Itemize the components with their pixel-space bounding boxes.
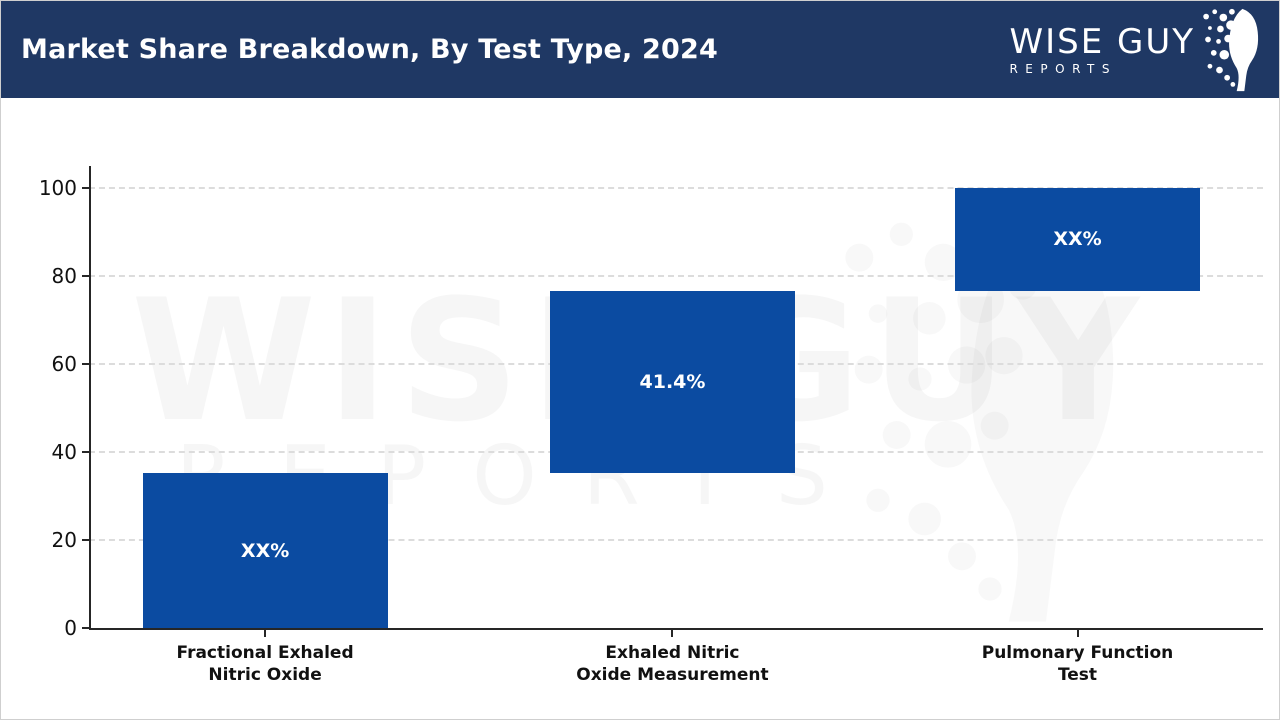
y-axis-tick [82,627,89,629]
bar-value-label: 41.4% [639,371,706,394]
x-axis-tick [1076,630,1079,637]
y-axis-tick-label: 60 [51,352,77,376]
y-axis-line [89,166,91,630]
category-label-line: Fractional Exhaled [176,643,354,663]
logo-wordmark: WISE GUY REPORTS [1009,24,1195,76]
page-title: Market Share Breakdown, By Test Type, 20… [21,34,719,65]
y-axis-tick [82,363,89,365]
y-axis-tick-label: 80 [51,264,77,288]
y-axis-tick-label: 100 [38,176,77,200]
x-axis-line [89,628,1263,630]
y-axis-tick-label: 40 [51,440,77,464]
x-axis-tick [264,630,267,637]
bar-value-label: XX% [1053,228,1102,251]
y-axis-tick [82,451,89,453]
logo-wordmark-line1: WISE GUY [1009,21,1195,62]
y-axis-tick-label: 0 [64,616,77,640]
bar-value-label: XX% [240,539,290,562]
category-label-3: Pulmonary Function Test [938,642,1218,686]
category-label-line: Oxide Measurement [576,665,769,685]
category-label-2: Exhaled Nitric Oxide Measurement [532,642,812,686]
y-axis-tick-label: 20 [51,528,77,552]
wise-guy-reports-logo: WISE GUY REPORTS [1009,7,1261,93]
gridline-y20 [89,539,1263,541]
category-label-line: Nitric Oxide [208,665,322,685]
header: Market Share Breakdown, By Test Type, 20… [1,1,1279,98]
gridline-y80 [89,275,1263,277]
y-axis-tick [82,187,89,189]
category-label-line: Test [1057,665,1098,685]
category-label-1: Fractional Exhaled Nitric Oxide [125,642,405,686]
bar-3: XX% [955,188,1200,291]
y-axis-tick [82,539,89,541]
gridline-y100 [89,187,1263,189]
category-label-line: Exhaled Nitric [605,643,740,663]
bar-1: XX% [142,473,388,628]
bar-2: 41.4% [549,290,795,474]
logo-face-icon [1203,8,1259,91]
y-axis-tick [82,275,89,277]
x-axis-tick [671,630,674,637]
category-label-line: Pulmonary Function [981,643,1174,663]
logo-wordmark-line2: REPORTS [1009,61,1117,76]
